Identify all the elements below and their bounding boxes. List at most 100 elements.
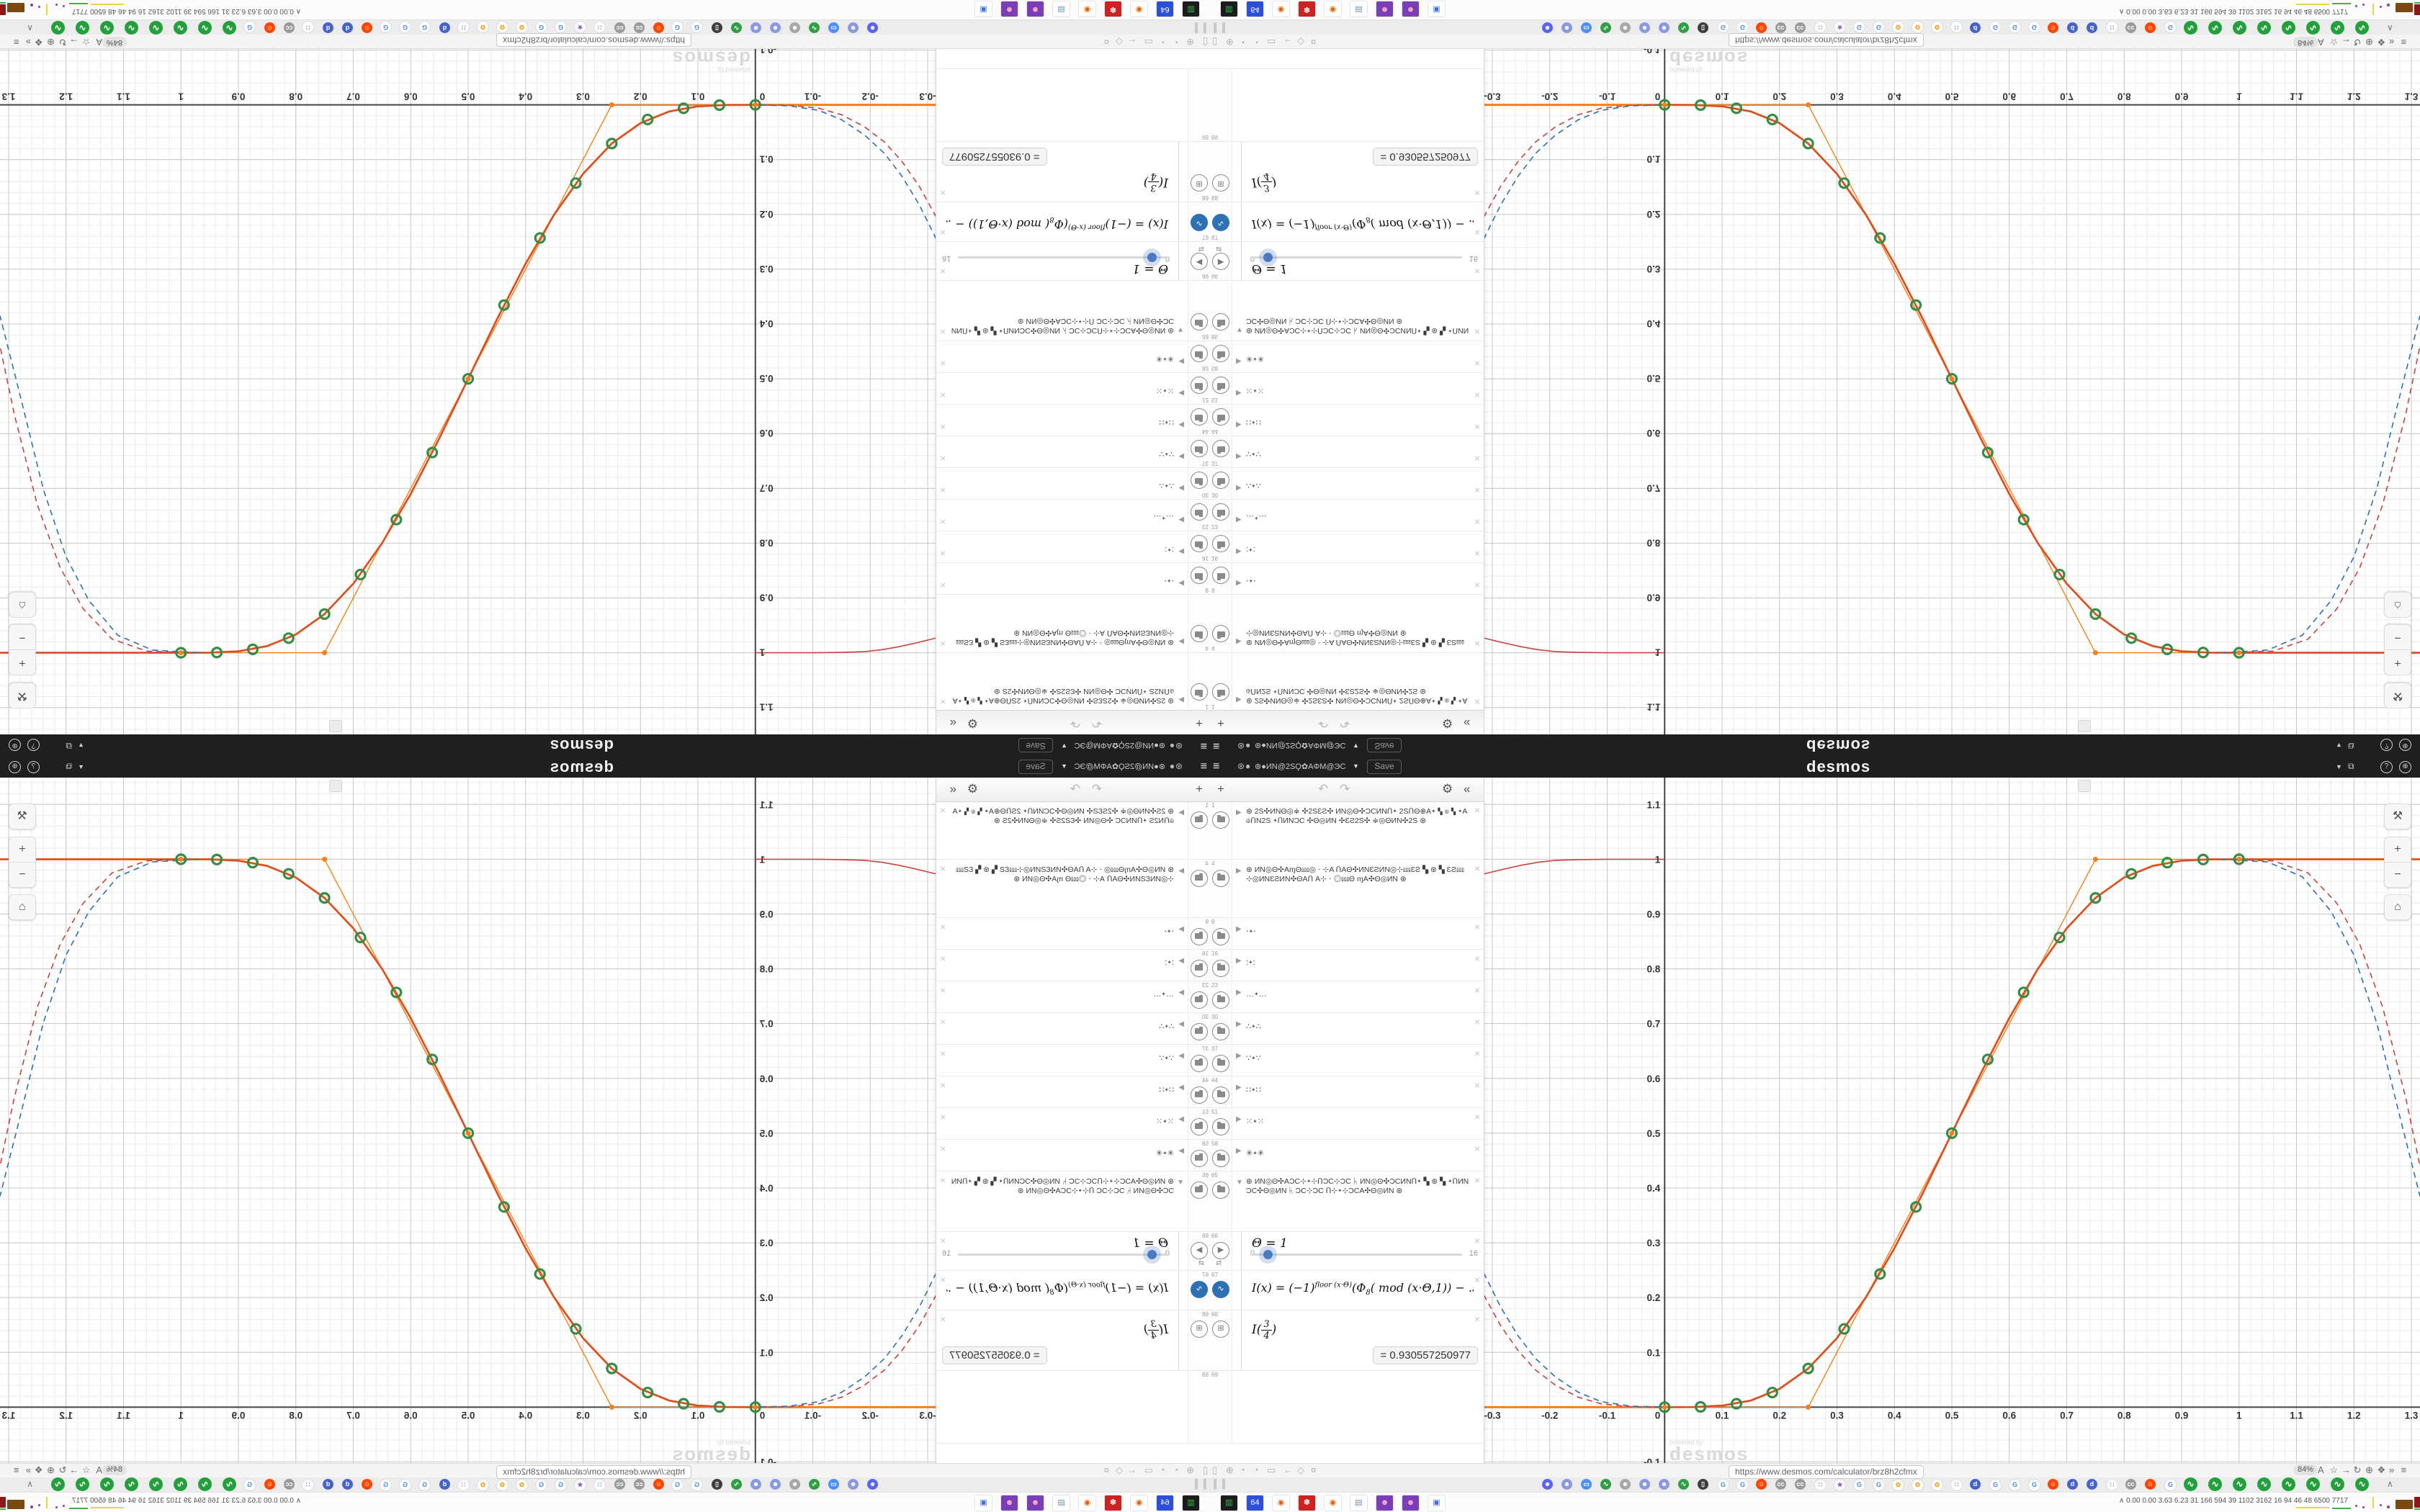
tab-favicon-desmosbig[interactable]: ∿ [2208,21,2222,35]
graph-canvas[interactable]: -0.3 -0.2 -0.1 0.1 0.2 0.3 0.4 0.5 0.6 0.7 0.8 0.9 1… [1483,778,2420,1467]
folder-toggle-icon[interactable]: ▶ [1236,389,1242,397]
tab-favicon-chat[interactable]: ▭ [1581,22,1592,33]
tab-favicon-dots[interactable]: ∷ [593,21,606,33]
point-green-sample[interactable] [1766,1386,1778,1399]
expression-token[interactable]: …᛭… [1153,513,1174,522]
tab-favicon-flower[interactable]: ✿ [496,21,508,33]
expression-row-23[interactable]: 23 ▶ …᛭… × [1210,981,1484,1013]
globe-icon[interactable]: ⊕ [2365,1464,2373,1475]
folder-icon[interactable] [1191,811,1208,829]
expression-row-68[interactable]: 68 ⊞ I(3 4) = 0.930557250977 × [936,141,1210,202]
extension-icon[interactable]: ◔ [1175,1464,1180,1475]
expression-row-69[interactable]: 69 [1210,68,1484,141]
folder-toggle-icon[interactable]: ▼ [1177,1179,1184,1187]
folder-toggle-icon[interactable]: ▶ [1178,867,1184,875]
tab-favicon-cc[interactable]: cc [2125,22,2136,33]
tab-favicon-google[interactable]: G [1736,21,1749,33]
point-green-sample[interactable] [2053,931,2066,944]
menubar-icon-firefox[interactable]: ◉ [1324,1,1342,17]
point-orange-vertex[interactable] [609,1404,614,1410]
expression-row-4[interactable]: 4 ▶ ⊛ ИN◎Θ✣AɱΘ⅏◎ㆍ⊹A ՈAΘ✣ИNƐƧИN◎⊹⅏ƐƧ ▚ ⊛ ▚ … [1210,860,1484,918]
expression-row-1[interactable]: 1 ▶ ⊛ 2S✣ИNΘ◎≑ ✣2SƐƧ✣ ИN◎Θ✣ƆCИNՈ᛭ 2SՈΘ⊕A᛭ … [936,801,1210,860]
tab-favicon-users[interactable]: ☻ [770,22,781,33]
slider-thumb[interactable] [1263,253,1273,262]
point-green-sample[interactable] [2089,892,2102,904]
tab-favicon-desmosbig[interactable]: ∿ [223,21,236,35]
language-globe-icon[interactable]: ⊕ [2399,739,2411,751]
point-orange-vertex[interactable] [753,102,758,108]
folder-icon[interactable] [1212,928,1229,945]
language-globe-icon[interactable]: ⊕ [9,761,21,773]
tab-favicon-desmosbig[interactable]: ∿ [2355,21,2369,35]
point-green-sample[interactable] [426,1053,439,1066]
expression-token[interactable]: ∴᛭∴ [1246,481,1261,490]
tab-favicon-cc[interactable]: cc [284,1479,295,1490]
curve-wave-I-red[interactable] [1483,858,1665,875]
tab-favicon-flower[interactable]: ✿ [1892,21,1904,33]
tab-favicon-desmos[interactable]: ∿ [1678,22,1689,33]
tab-favicon-users[interactable]: ☻ [848,22,859,33]
slider-play-button[interactable]: ▶ [1212,1242,1229,1259]
zoom-out-button[interactable]: − [19,631,26,644]
zoom-level-badge[interactable]: 84% [2293,1464,2318,1475]
tab-favicon-users[interactable]: ☻ [1639,1479,1650,1490]
extension-icon[interactable]: ▭ [1267,37,1276,48]
delete-row-icon[interactable]: × [1474,1174,1480,1186]
zoom-in-button[interactable]: + [19,657,26,669]
graph-wrench-button[interactable]: ⚒ [9,804,36,829]
tab-favicon-google[interactable]: G [2009,21,2021,33]
expression-row-51[interactable]: 51 ▶ ⁙᛭⁙ × [1210,372,1484,404]
curve-extension-dashed-red[interactable] [1483,104,1665,217]
save-button[interactable]: Save [1018,760,1053,774]
point-green-sample[interactable] [1945,373,1958,385]
folder-toggle-icon[interactable]: ▶ [1236,925,1242,933]
expression-formula[interactable]: I(x) = (−1)floor (x·Θ)(Φ8( mod (x·Θ,1)) … [946,1281,1168,1297]
folder-icon[interactable] [1191,472,1208,489]
delete-row-icon[interactable]: × [940,453,946,464]
account-caret-icon[interactable]: ▼ [2336,742,2342,749]
share-icon[interactable]: ⧉ [2348,741,2354,751]
bookmark-star-icon[interactable]: ☆ [81,1464,91,1475]
folder-title[interactable]: ⊛ ИN◎Θ✣AɱΘ⅏◎ㆍ⊹A ՈAΘ✣ИNƐƧИN◎⊹⅏ƐƧ ▚ ⊛ ▚ ƐƧ… [956,865,1174,883]
point-orange-vertex[interactable] [2236,856,2242,862]
point-green-sample[interactable] [246,857,259,869]
point-green-sample[interactable] [318,608,331,620]
tab-favicon-dots[interactable]: ∷ [2106,21,2118,33]
graph-settings-button[interactable]: ⚙ [1442,782,1453,796]
tab-favicon-dletter[interactable]: d [1970,1479,1981,1490]
point-orange-vertex[interactable] [1806,1404,1811,1410]
menubar-icon-window[interactable]: ▣ [1428,1495,1446,1511]
folder-title[interactable]: ⊛ 2S✣ИNΘ◎≑ ✣2SƐƧ✣ ИN◎Θ✣ƆCИNՈ᛭ 2SՈΘ⊕A᛭ ▚ … [952,807,1174,825]
folder-toggle-icon[interactable]: ▶ [1178,1084,1184,1092]
folder-title[interactable]: ⊛ 2S✣ИNΘ◎≑ ✣2SƐƧ✣ ИN◎Θ✣ƆCИNՈ᛭ 2SՈΘ⊕A᛭ ▚ … [1246,687,1468,705]
help-icon[interactable]: ? [2380,761,2393,773]
tab-favicon-dletter[interactable]: d [1970,22,1981,33]
graph-title[interactable]: ⊛●ИN@2SϘ✿AΦM@ЭС… [1255,762,1347,771]
expression-token[interactable]: …᛭… [1153,990,1174,999]
tab-favicon-desmosbig[interactable]: ∿ [2282,21,2295,35]
tab-favicon-dletter[interactable]: d [342,1479,353,1490]
tab-favicon-reddit[interactable]: ☺ [2048,22,2058,33]
back-icon[interactable]: ← [1283,1464,1293,1475]
point-green-sample[interactable] [1730,102,1743,114]
tab-favicon-google[interactable]: G [1717,1479,1729,1491]
tab-favicon-dletter[interactable]: d [2087,1479,2097,1490]
expression-token[interactable]: ⁙᛭⁙ [1155,1117,1174,1126]
folder-toggle-icon[interactable]: ▶ [1178,579,1184,587]
point-orange-vertex[interactable] [753,1404,758,1410]
slider-loop-icon[interactable]: ⇄ [1216,245,1222,253]
graph-title[interactable]: ⊛●ИN@2SϘ✿AΦM@ЭС… [1255,741,1347,750]
expression-formula[interactable]: I(x) = (−1)floor (x·Θ)(Φ8( mod (x·Θ,1)) … [946,215,1168,231]
forward-icon[interactable]: → [2341,1464,2351,1475]
folder-toggle-icon[interactable]: ▶ [1236,1052,1242,1060]
delete-row-icon[interactable]: × [940,696,946,708]
delete-row-icon[interactable]: × [1474,516,1480,528]
point-green-sample[interactable] [2197,647,2210,659]
folder-toggle-icon[interactable]: ▶ [1178,452,1184,460]
tab-favicon-users[interactable]: ☻ [750,22,761,33]
graph-wrench-button[interactable]: ⚒ [2384,804,2411,829]
forward-icon[interactable]: → [69,1464,79,1475]
slider-track[interactable] [958,253,1170,262]
forward-icon[interactable]: → [69,37,79,48]
